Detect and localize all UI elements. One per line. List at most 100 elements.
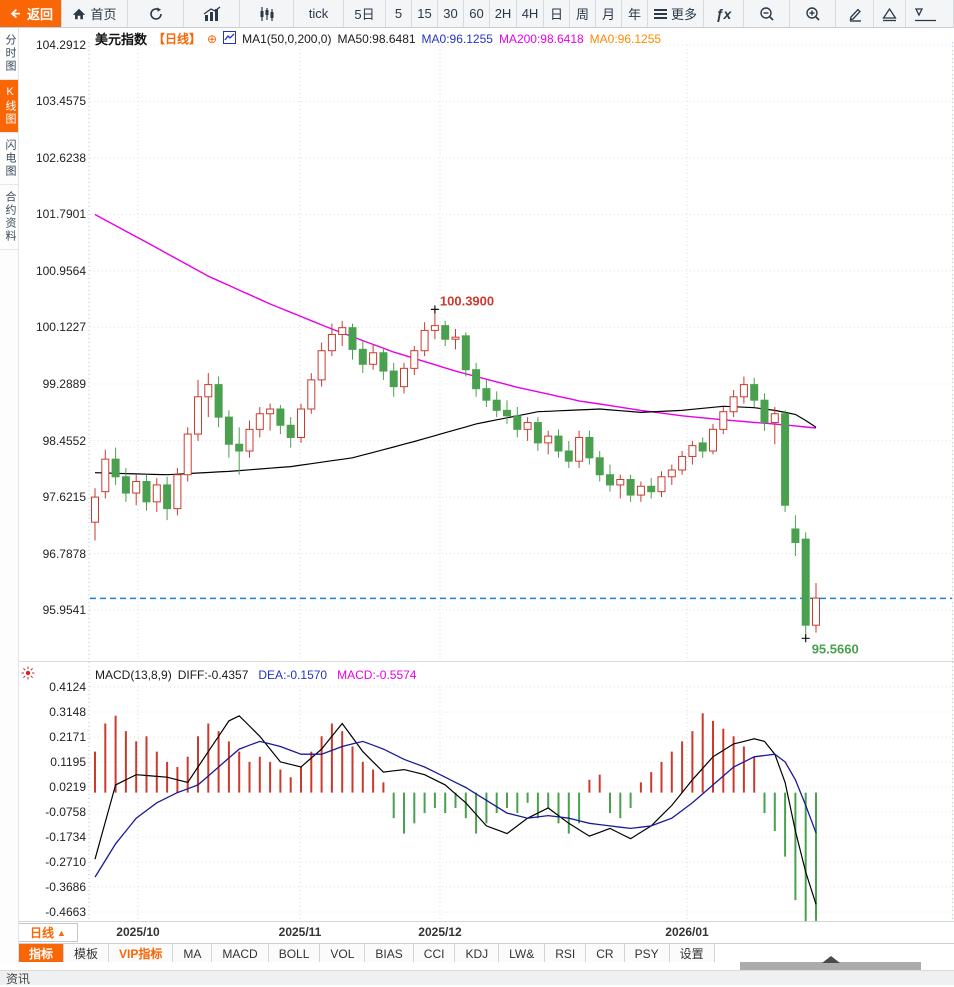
- macd-tick-label: -0.0758: [45, 805, 86, 819]
- macd-tick-label: -0.2710: [45, 854, 86, 869]
- macd-tick-label: 0.4124: [49, 680, 86, 694]
- zoom-in-button[interactable]: [790, 0, 836, 27]
- shapes-button[interactable]: [874, 0, 906, 27]
- sidebar-item-kline[interactable]: K线图: [0, 80, 18, 133]
- indicator-tab-LW&[interactable]: LW&: [499, 944, 546, 963]
- interval-tick-button[interactable]: tick: [294, 0, 344, 27]
- indicator-tab-指标[interactable]: 指标: [19, 944, 65, 963]
- sidebar-item-contract-info[interactable]: 合约资料: [0, 185, 18, 250]
- add-to-favorites-icon[interactable]: ⊕: [207, 31, 218, 46]
- interval-4h-button[interactable]: 4H: [517, 0, 544, 27]
- indicator-tab-RSI[interactable]: RSI: [545, 944, 587, 963]
- macd-panel-header: MACD(13,8,9) DIFF:-0.4357 DEA:-0.1570 MA…: [95, 668, 416, 682]
- price-tick-label: 96.7878: [42, 546, 86, 561]
- tabbar-filler: [714, 944, 954, 963]
- draw-button[interactable]: [836, 0, 874, 27]
- macd-tick-label: 0.2171: [49, 730, 86, 744]
- interval-60-button[interactable]: 60: [464, 0, 490, 27]
- mini-chart-icon: [223, 30, 237, 47]
- price-tick-label: 104.2912: [35, 38, 86, 52]
- indicator-tab-MACD[interactable]: MACD: [212, 944, 269, 963]
- ma-settings-label: MA1(50,0,200,0): [242, 31, 332, 46]
- bottom-status-bar: 资讯: [0, 970, 954, 986]
- macd-tick-label: 0.0219: [49, 779, 86, 794]
- interval-5-button[interactable]: 5: [386, 0, 412, 27]
- sidebar-item-timeshare[interactable]: 分时图: [0, 28, 18, 80]
- indicator-tab-CCI[interactable]: CCI: [413, 944, 456, 963]
- indicator-tab-KDJ[interactable]: KDJ: [455, 944, 500, 963]
- candlestick-view-button[interactable]: [240, 0, 294, 27]
- price-tick-label: 103.4575: [35, 94, 86, 109]
- indicator-tab-VIP指标[interactable]: VIP指标: [109, 944, 174, 963]
- x-axis-label: 2025/12: [418, 925, 462, 939]
- macd-tick-label: -0.3686: [45, 879, 86, 894]
- indicator-settings-icon[interactable]: [21, 666, 35, 685]
- indicator-tab-PSY[interactable]: PSY: [624, 944, 670, 963]
- price-panel-header: 美元指数 【日线】 ⊕ MA1(50,0,200,0) MA50:98.6481…: [95, 29, 661, 48]
- interval-5d-button[interactable]: 5日: [344, 0, 386, 27]
- price-tick-label: 100.1227: [35, 320, 86, 335]
- news-tab[interactable]: 资讯: [6, 971, 31, 986]
- interval-30-button[interactable]: 30: [438, 0, 464, 27]
- indicator-tabbar: 指标 模板 VIP指标 MA MACD BOLL VOL BIAS CCI KDJ LW& RSI CR…: [0, 943, 954, 963]
- svg-text:95.5660: 95.5660: [812, 641, 859, 656]
- more-label: 更多: [670, 7, 697, 22]
- back-label: 返回: [26, 7, 53, 22]
- price-tick-label: 101.7901: [35, 207, 86, 222]
- back-icon: [8, 7, 23, 21]
- indicator-tab-VOL[interactable]: VOL: [320, 944, 366, 963]
- macd-tick-label: 0.1195: [50, 755, 86, 769]
- extra-tool-button[interactable]: [906, 0, 954, 27]
- ma0-value-orange: MA0:96.1255: [589, 31, 662, 46]
- interval-day-button[interactable]: 日: [544, 0, 570, 27]
- interval-year-button[interactable]: 年: [622, 0, 648, 27]
- refresh-button[interactable]: [128, 0, 184, 27]
- zoom-out-button[interactable]: [744, 0, 790, 27]
- macd-macd-value: MACD:-0.5574: [337, 668, 417, 682]
- zoom-in-icon: [805, 6, 821, 22]
- more-button[interactable]: 更多: [648, 0, 704, 27]
- interval-month-button[interactable]: 月: [596, 0, 622, 27]
- indicator-tab-MA[interactable]: MA: [173, 944, 213, 963]
- sidebar-item-lightning[interactable]: 闪电图: [0, 133, 18, 185]
- indicator-tab-BOLL[interactable]: BOLL: [268, 944, 321, 963]
- ma200-value: MA200:98.6418: [498, 31, 584, 46]
- x-axis-label: 2025/11: [278, 925, 322, 939]
- scrollbar-arrow-icon: [821, 956, 840, 963]
- period-selector-label: 日线: [30, 926, 55, 940]
- home-button[interactable]: 首页: [62, 0, 128, 27]
- indicator-tab-CR[interactable]: CR: [586, 944, 625, 963]
- bar-chart-icon: [203, 5, 221, 22]
- price-tick-label: 99.2889: [42, 377, 86, 391]
- interval-week-button[interactable]: 周: [570, 0, 596, 27]
- refresh-icon: [148, 6, 164, 22]
- indicator-tab-模板[interactable]: 模板: [64, 944, 110, 963]
- scrollbar-thumb[interactable]: [740, 956, 921, 970]
- scrollbar-track[interactable]: [0, 956, 954, 970]
- home-icon: [72, 7, 86, 21]
- fx-indicator-button[interactable]: ƒx: [704, 0, 744, 27]
- period-selector-button[interactable]: 日线 ▲: [18, 923, 78, 942]
- market-chart-button[interactable]: [184, 0, 240, 27]
- interval-15-button[interactable]: 15: [412, 0, 438, 27]
- indicator-tab-BIAS[interactable]: BIAS: [365, 944, 414, 963]
- price-tick-label: 97.6215: [42, 490, 86, 504]
- price-tick-label: 98.4552: [42, 433, 86, 448]
- chevron-up-icon: ▲: [57, 927, 66, 938]
- top-toolbar: 返回 首页 tick 5日 5 15 30 60 2H 4H 日 周 月 年 更…: [0, 0, 954, 28]
- period-tag: 【日线】: [153, 32, 202, 46]
- ma50-value: MA50:98.6481: [337, 31, 416, 46]
- x-axis-label: 2026/01: [665, 925, 709, 939]
- x-axis-row: 日线 ▲ 2025/10 2025/11 2025/12 2026/01: [0, 921, 954, 944]
- interval-2h-button[interactable]: 2H: [490, 0, 517, 27]
- indicator-tab-设置[interactable]: 设置: [669, 944, 715, 963]
- back-button[interactable]: 返回: [0, 0, 62, 27]
- macd-title: MACD(13,8,9): [95, 668, 172, 682]
- price-tick-label: 100.9564: [35, 263, 86, 278]
- x-axis-label: 2025/10: [116, 925, 160, 939]
- svg-text:100.3900: 100.3900: [440, 293, 494, 308]
- triangle-icon: [881, 6, 898, 22]
- pencil-icon: [847, 6, 863, 22]
- macd-tick-label: -0.4663: [45, 905, 86, 919]
